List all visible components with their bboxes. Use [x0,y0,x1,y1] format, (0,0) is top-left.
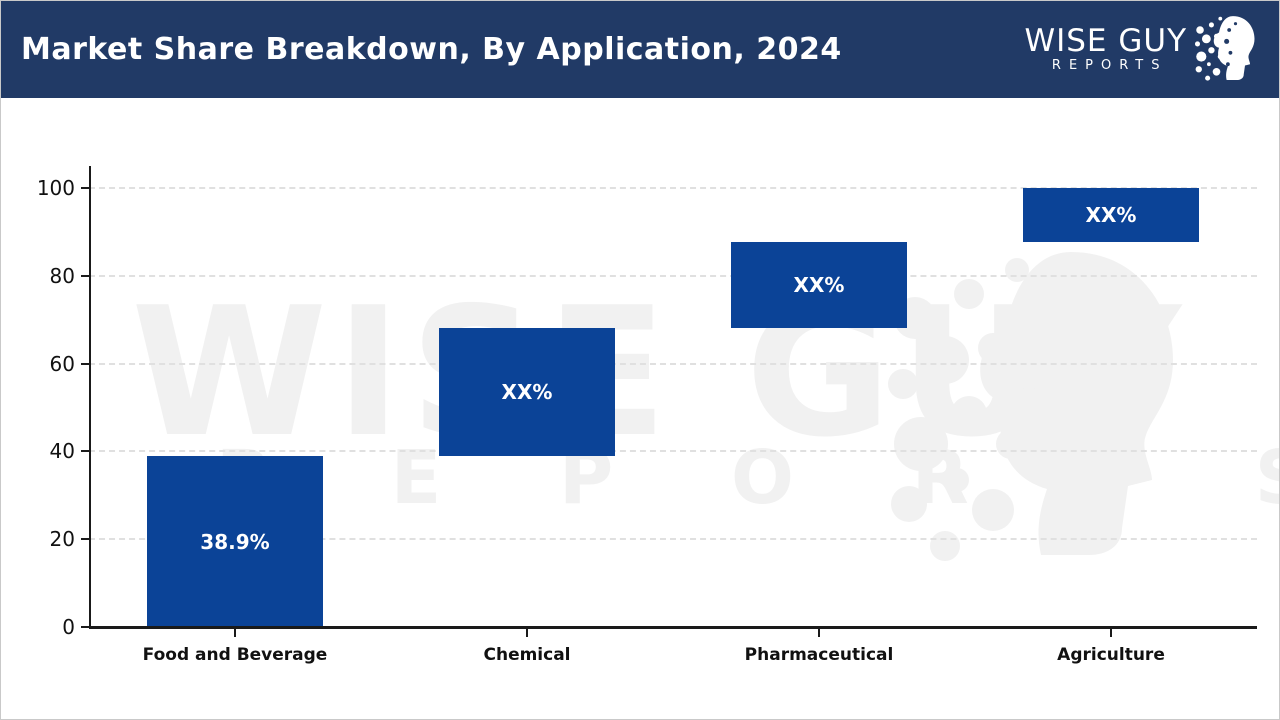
y-tick-label-100: 100 [36,176,75,200]
chart-title: Market Share Breakdown, By Application, … [21,32,842,67]
gridline-60 [89,362,1257,365]
bar-chemical: XX% [439,328,615,457]
x-category-label-3: Agriculture [1057,645,1165,665]
bar-pharmaceutical: XX% [731,241,907,329]
y-tick-label-0: 0 [62,615,75,639]
y-tick-mark-100 [81,187,89,189]
y-tick-mark-0 [81,626,89,628]
y-tick-mark-60 [81,362,89,365]
y-tick-mark-80 [81,274,89,277]
x-tick-mark-2 [818,629,820,637]
gridline-100 [89,187,1257,189]
gridline-20 [89,538,1257,541]
x-category-label-0: Food and Beverage [142,645,328,665]
gridline-80 [89,274,1257,277]
bar-value-label: XX% [1085,202,1137,227]
x-category-label-1: Chemical [483,645,571,665]
y-tick-label-60: 60 [49,351,75,376]
gridline-40 [89,450,1257,453]
header: Market Share Breakdown, By Application, … [1,1,1279,98]
x-axis-spine [89,626,1257,629]
brand-logo: WISE GUY REPORTS [1024,11,1263,87]
bar-food-and-beverage: 38.9% [147,456,323,627]
y-tick-label-80: 80 [49,263,75,288]
y-tick-label-40: 40 [49,439,75,464]
bar-value-label: 38.9% [200,529,270,554]
brand-logo-line1: WISE GUY [1024,23,1187,59]
bar-value-label: XX% [501,380,553,405]
brand-logo-face-icon [1194,16,1255,81]
bar-value-label: XX% [793,273,845,297]
x-category-label-2: Pharmaceutical [744,645,894,665]
y-tick-mark-40 [81,450,89,453]
y-tick-mark-20 [81,538,89,541]
y-tick-label-20: 20 [49,527,75,552]
brand-logo-text: WISE GUY REPORTS [1024,24,1187,74]
x-tick-mark-1 [526,629,528,637]
x-tick-mark-0 [234,629,236,637]
bar-agriculture: XX% [1023,188,1199,242]
y-axis-spine [89,166,91,629]
x-tick-mark-3 [1110,629,1112,637]
brand-logo-line2: REPORTS [1051,58,1168,73]
